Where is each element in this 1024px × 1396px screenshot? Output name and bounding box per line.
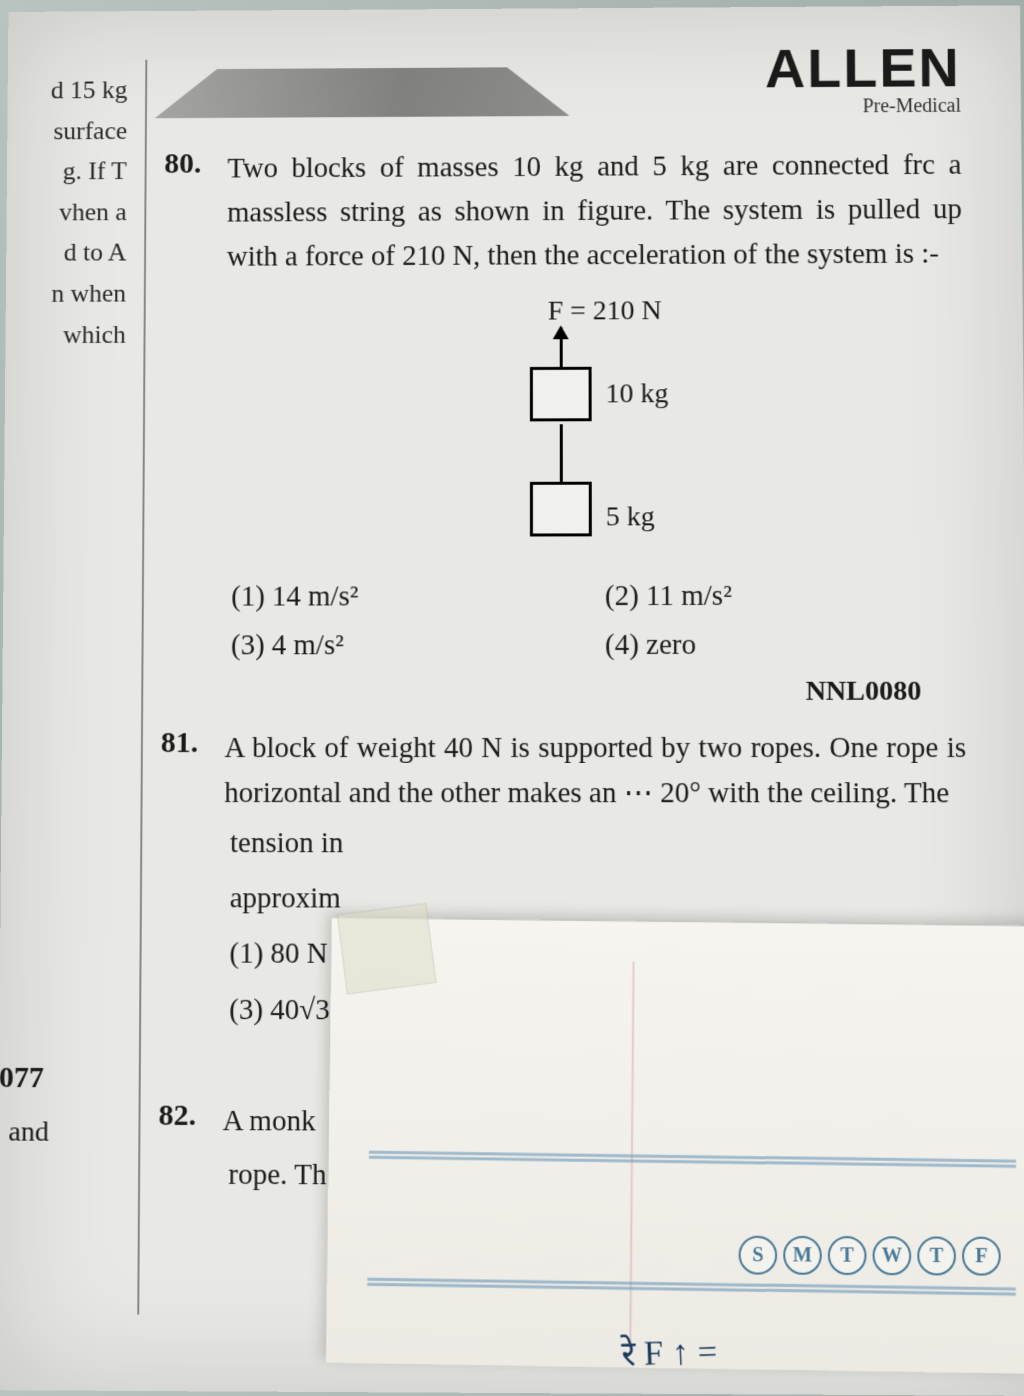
brand-banner: ALLEN Pre-Medical	[765, 35, 961, 119]
block-10kg-label: 10 kg	[606, 378, 669, 410]
overlapping-notebook-paper	[326, 917, 1024, 1374]
ruled-line	[367, 1278, 1016, 1296]
tape-corner	[337, 903, 437, 994]
day-circle: T	[828, 1236, 867, 1275]
margin-text: n when	[6, 273, 134, 314]
block-10kg	[530, 367, 592, 422]
option-4: (4) zero	[605, 621, 982, 671]
margin-text: d to A	[6, 232, 134, 273]
margin-text: surface	[7, 110, 135, 151]
question-text: Two blocks of masses 10 kg and 5 kg are …	[227, 143, 963, 279]
day-circle: F	[962, 1237, 1001, 1276]
force-arrow	[560, 327, 563, 367]
left-margin-cutoff-text: d 15 kg surface g. If T vhen a d to A n …	[5, 70, 135, 356]
question-80: 80. Two blocks of masses 10 kg and 5 kg …	[161, 143, 982, 708]
textbook-page: ALLEN Pre-Medical d 15 kg surface g. If …	[0, 5, 1024, 1396]
question-number: 81.	[161, 726, 221, 760]
margin-text: g. If T	[7, 151, 135, 192]
option-1: (1) 14 m/s²	[231, 572, 605, 622]
brand-name: ALLEN	[765, 35, 961, 100]
side-number: 077	[0, 1061, 44, 1095]
handwritten-marks: रे F ↑ =	[621, 1326, 719, 1376]
question-number: 82.	[158, 1098, 218, 1133]
day-circle: S	[739, 1236, 778, 1275]
side-text: and	[8, 1116, 49, 1148]
options-q80: (1) 14 m/s² (2) 11 m/s² (3) 4 m/s² (4) z…	[231, 571, 982, 670]
column-divider	[137, 60, 147, 1315]
connecting-string	[560, 424, 563, 482]
force-label: F = 210 N	[548, 295, 662, 327]
block-5kg-label: 5 kg	[606, 501, 655, 533]
margin-text: which	[5, 314, 133, 355]
question-code: NNL0080	[161, 676, 921, 708]
day-circle: T	[917, 1236, 956, 1275]
question-text: A block of weight 40 N is supported by t…	[224, 726, 967, 816]
block-5kg	[530, 482, 592, 537]
fragment: tension in	[230, 816, 983, 872]
day-circles-row: S M T W T F	[739, 1236, 1001, 1276]
figure-two-blocks: F = 210 N 10 kg 5 kg	[430, 295, 710, 558]
question-number: 80.	[164, 147, 223, 181]
option-2: (2) 11 m/s²	[605, 571, 981, 621]
day-circle: W	[872, 1236, 911, 1275]
header-stripe	[155, 67, 570, 118]
ruled-line	[369, 1151, 1016, 1168]
day-circle: M	[783, 1236, 822, 1275]
option-3: (3) 4 m/s²	[231, 621, 605, 671]
margin-text: d 15 kg	[8, 70, 136, 111]
margin-text: vhen a	[6, 191, 134, 232]
